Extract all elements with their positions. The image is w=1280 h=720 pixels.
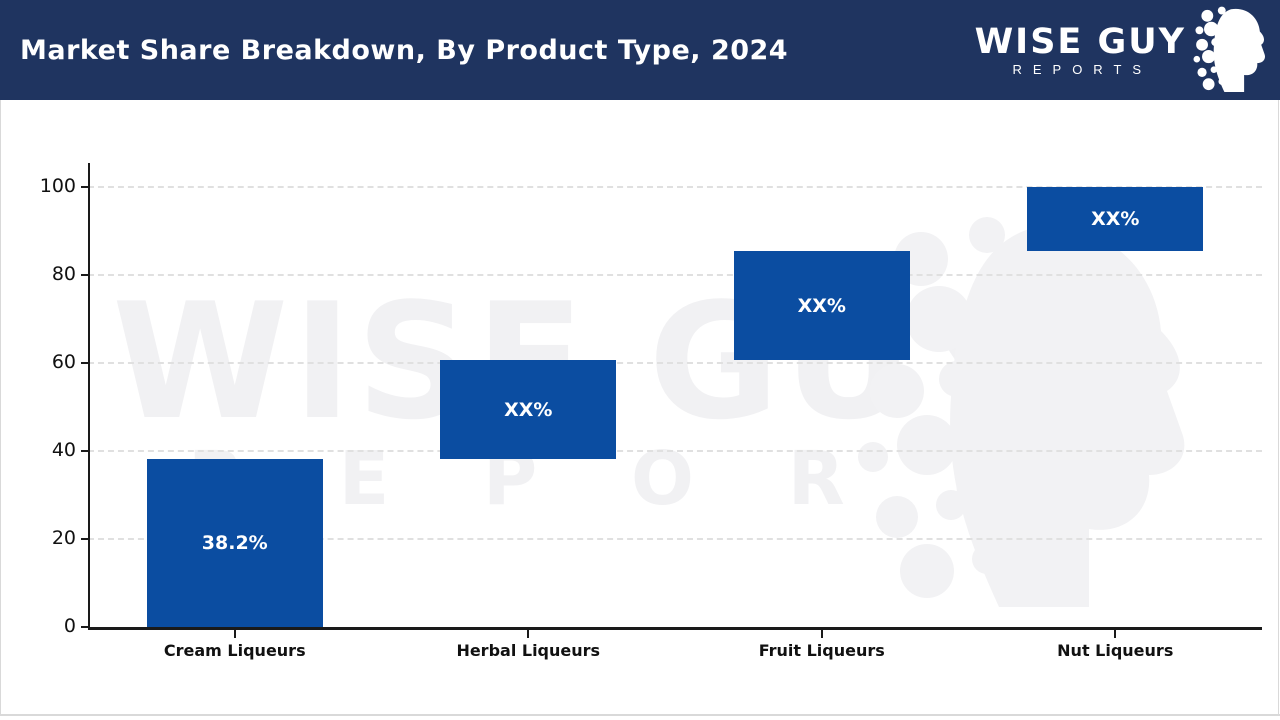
bar-value-label: XX% (1091, 207, 1140, 230)
y-tick-label: 20 (51, 527, 76, 549)
logo-text: WISE GUY REPORTS (975, 24, 1186, 77)
logo-head-icon (1193, 6, 1266, 93)
logo-subtitle: REPORTS (1012, 61, 1153, 77)
y-tick-label: 100 (39, 175, 76, 197)
bar-value-label: 38.2% (201, 531, 268, 554)
left-edge-line (0, 100, 1, 714)
header-bar: Market Share Breakdown, By Product Type,… (0, 0, 1280, 100)
category-label: Cream Liqueurs (163, 641, 306, 660)
y-tick-mark (81, 626, 88, 628)
y-tick-mark (81, 538, 88, 540)
bar-segment: XX% (440, 360, 617, 459)
x-tick-mark (820, 630, 823, 638)
y-axis-line (88, 163, 90, 629)
chart-title: Market Share Breakdown, By Product Type,… (20, 34, 789, 66)
y-gridline (88, 274, 1262, 276)
logo-wordmark: WISE GUY (974, 21, 1186, 62)
x-tick-mark (527, 630, 530, 638)
y-tick-mark (81, 362, 88, 364)
bottom-edge-line (0, 714, 1280, 716)
y-gridline (88, 538, 1262, 540)
bar-segment: XX% (1027, 187, 1204, 251)
bar-value-label: XX% (504, 398, 553, 421)
x-tick-mark (233, 630, 236, 638)
category-label: Herbal Liqueurs (456, 641, 601, 660)
y-gridline (88, 362, 1262, 364)
y-tick-label: 0 (63, 615, 76, 637)
bar-value-label: XX% (797, 294, 846, 317)
y-gridline (88, 450, 1262, 452)
y-tick-label: 80 (51, 263, 76, 285)
plot-area: 0 20 40 60 80 100 38.2% Cream Liqueurs XX% Herbal… (0, 100, 1280, 720)
y-tick-mark (81, 450, 88, 452)
y-tick-label: 60 (51, 351, 76, 373)
category-label: Nut Liqueurs (1057, 641, 1174, 660)
x-axis-line (88, 627, 1262, 630)
y-gridline (88, 186, 1262, 188)
bar-segment: XX% (733, 250, 910, 361)
y-tick-mark (81, 274, 88, 276)
x-tick-mark (1114, 630, 1117, 638)
y-tick-label: 40 (51, 439, 76, 461)
category-label: Fruit Liqueurs (758, 641, 885, 660)
bar-segment: 38.2% (146, 458, 323, 627)
right-edge-line (1278, 100, 1279, 714)
wise-guy-reports-logo: WISE GUY REPORTS (975, 0, 1266, 100)
y-tick-mark (81, 186, 88, 188)
